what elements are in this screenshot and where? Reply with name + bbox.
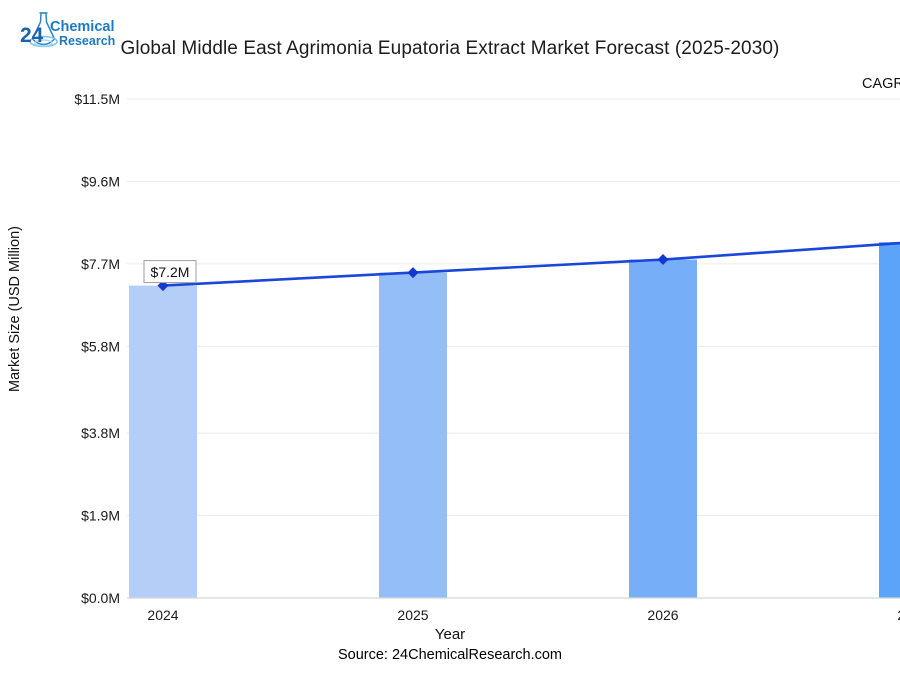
y-tick-label: $3.8M (81, 425, 120, 441)
bar-2024[interactable] (129, 285, 197, 598)
x-tick-label: 2025 (397, 607, 428, 623)
x-tick-label: 2027 (897, 607, 900, 623)
flask-icon (29, 12, 58, 48)
x-tick-label: 2024 (147, 607, 178, 623)
y-axis-title: Market Size (USD Million) (7, 226, 23, 392)
chart-title: Global Middle East Agrimonia Eupatoria E… (120, 38, 780, 59)
brand-name-bottom: Research (59, 34, 115, 48)
y-tick-label: $0.0M (81, 590, 120, 606)
x-tick-label: 2026 (647, 607, 678, 623)
y-tick-label: $9.6M (81, 173, 120, 189)
trend-line (162, 241, 900, 287)
y-tick-label: $5.8M (81, 338, 120, 354)
y-tick-label: $7.7M (81, 256, 120, 272)
y-tick-label: $1.9M (81, 508, 120, 524)
point-label-box (143, 260, 197, 284)
bar-2027[interactable] (879, 242, 900, 599)
data-point-2025[interactable] (407, 267, 419, 279)
point-label-text: $7.2M (151, 264, 190, 280)
cagr-label: CAGR (862, 76, 900, 92)
brand-logo: 24 Chemical Research (20, 12, 115, 48)
source-attribution: Source: 24ChemicalResearch.com (337, 647, 563, 663)
x-axis-title: Year (434, 626, 466, 643)
brand-number: 24 (20, 24, 44, 47)
data-point-2026[interactable] (657, 254, 669, 266)
bar-2026[interactable] (629, 259, 697, 598)
y-tick-label: $11.5M (74, 91, 120, 107)
bar-2025[interactable] (379, 272, 447, 598)
brand-name-top: Chemical (50, 19, 114, 35)
